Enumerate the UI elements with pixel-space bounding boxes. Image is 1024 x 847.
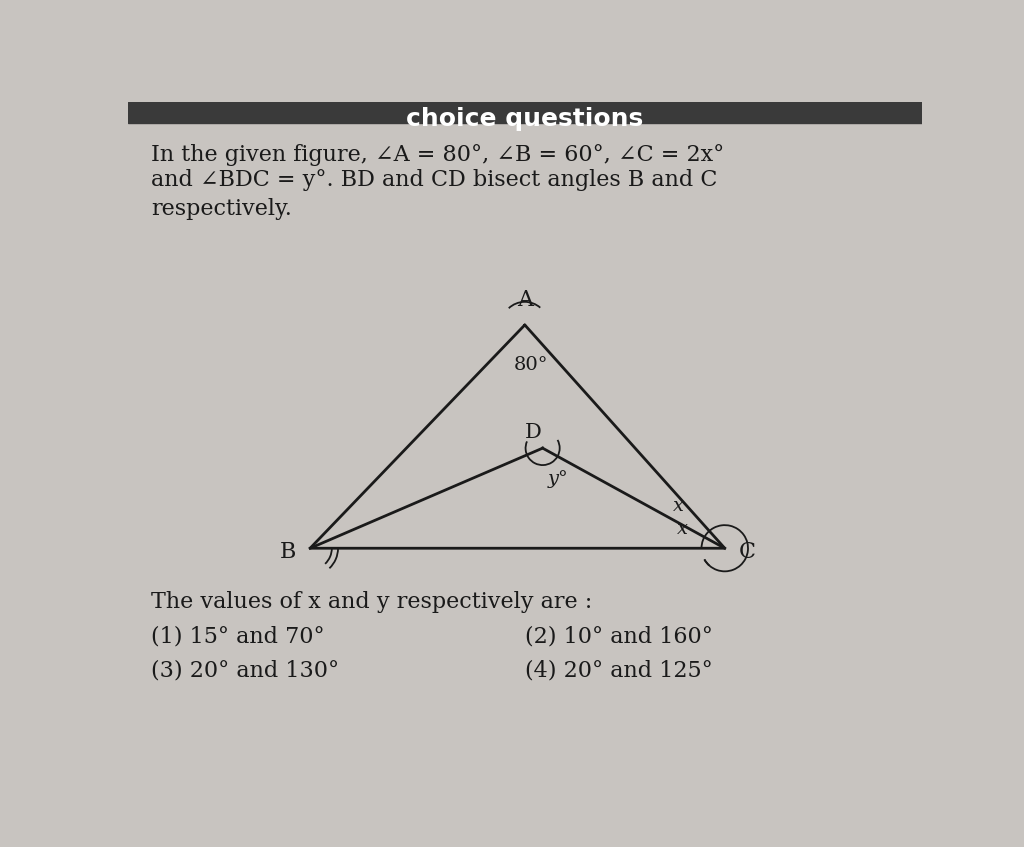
Text: x: x: [677, 520, 688, 538]
Text: (1) 15° and 70°: (1) 15° and 70°: [152, 625, 325, 647]
Text: B: B: [280, 541, 296, 563]
Text: 80°: 80°: [514, 356, 548, 374]
Text: The values of x and y respectively are :: The values of x and y respectively are :: [152, 590, 593, 612]
Text: (4) 20° and 125°: (4) 20° and 125°: [524, 660, 713, 682]
Text: (3) 20° and 130°: (3) 20° and 130°: [152, 660, 339, 682]
Text: A: A: [517, 289, 532, 311]
Text: and ∠BDC = y°. BD and CD bisect angles B and C: and ∠BDC = y°. BD and CD bisect angles B…: [152, 169, 718, 191]
Text: In the given figure, ∠A = 80°, ∠B = 60°, ∠C = 2x°: In the given figure, ∠A = 80°, ∠B = 60°,…: [152, 144, 725, 166]
Bar: [128, 102, 922, 123]
Text: respectively.: respectively.: [152, 198, 292, 220]
Text: C: C: [738, 541, 756, 563]
Text: D: D: [525, 423, 542, 442]
Text: (2) 10° and 160°: (2) 10° and 160°: [524, 625, 713, 647]
Text: x: x: [673, 497, 684, 515]
Text: choice questions: choice questions: [407, 107, 643, 130]
Text: y°: y°: [548, 470, 568, 488]
